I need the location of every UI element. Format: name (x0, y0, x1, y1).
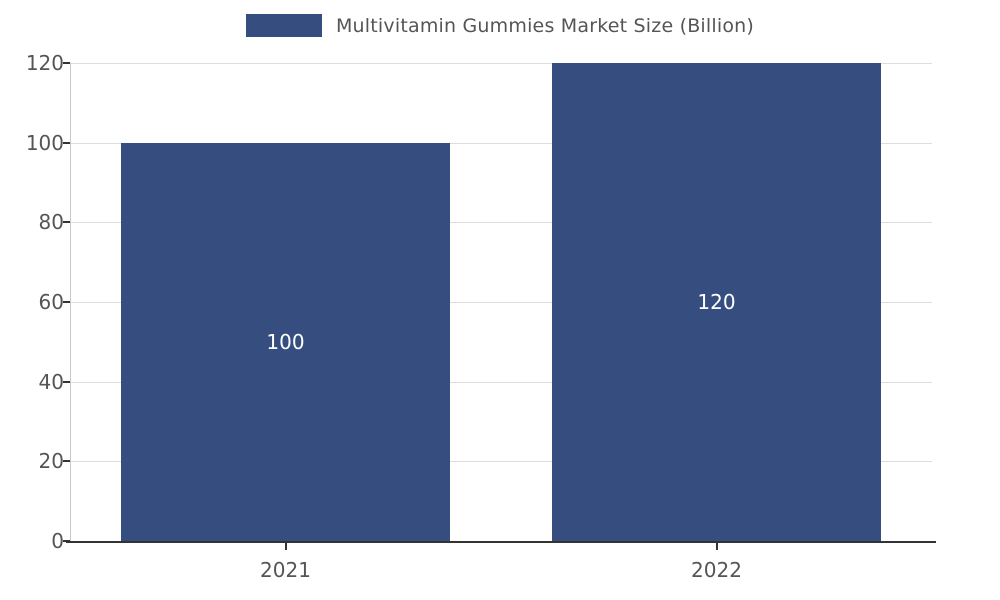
gridline-y-80 (70, 222, 932, 224)
y-axis-line (70, 63, 71, 541)
y-tick-mark-120 (63, 62, 70, 64)
y-tick-label-60: 60 (38, 290, 64, 314)
gridline-y-40 (70, 381, 932, 383)
x-tick-label-2022: 2022 (691, 558, 742, 582)
y-tick-mark-0 (63, 540, 70, 542)
y-tick-label-80: 80 (38, 210, 64, 235)
x-axis-line (66, 541, 936, 543)
legend-swatch-icon (245, 14, 322, 37)
y-tick-label-40: 40 (38, 369, 64, 394)
x-tick-mark-2022 (715, 543, 718, 550)
bar-value-label-2022: 120 (697, 290, 736, 314)
gridline-y-20 (70, 461, 932, 463)
x-tick-label-2021: 2021 (260, 558, 311, 582)
y-tick-label-120: 120 (25, 51, 64, 75)
bar-2022: 120 (551, 63, 882, 541)
y-tick-mark-60 (63, 301, 70, 303)
plot-area: 100 120 (70, 63, 932, 542)
y-tick-mark-20 (63, 460, 70, 463)
bar-value-label-2021: 100 (266, 329, 305, 354)
gridline-y-120 (70, 63, 932, 64)
y-tick-mark-100 (63, 141, 70, 144)
y-tick-label-20: 20 (38, 449, 64, 474)
chart-legend: Multivitamin Gummies Market Size (Billio… (0, 14, 1000, 37)
y-tick-mark-80 (63, 221, 70, 224)
gridline-y-100 (70, 142, 932, 144)
x-tick-mark-2021 (284, 543, 287, 550)
legend-series-label: Multivitamin Gummies Market Size (Billio… (335, 14, 755, 37)
bar-2021: 100 (120, 142, 451, 541)
y-tick-mark-40 (63, 380, 70, 383)
gridline-y-60 (70, 302, 932, 303)
y-tick-label-100: 100 (25, 130, 64, 155)
y-tick-label-0: 0 (51, 529, 64, 553)
